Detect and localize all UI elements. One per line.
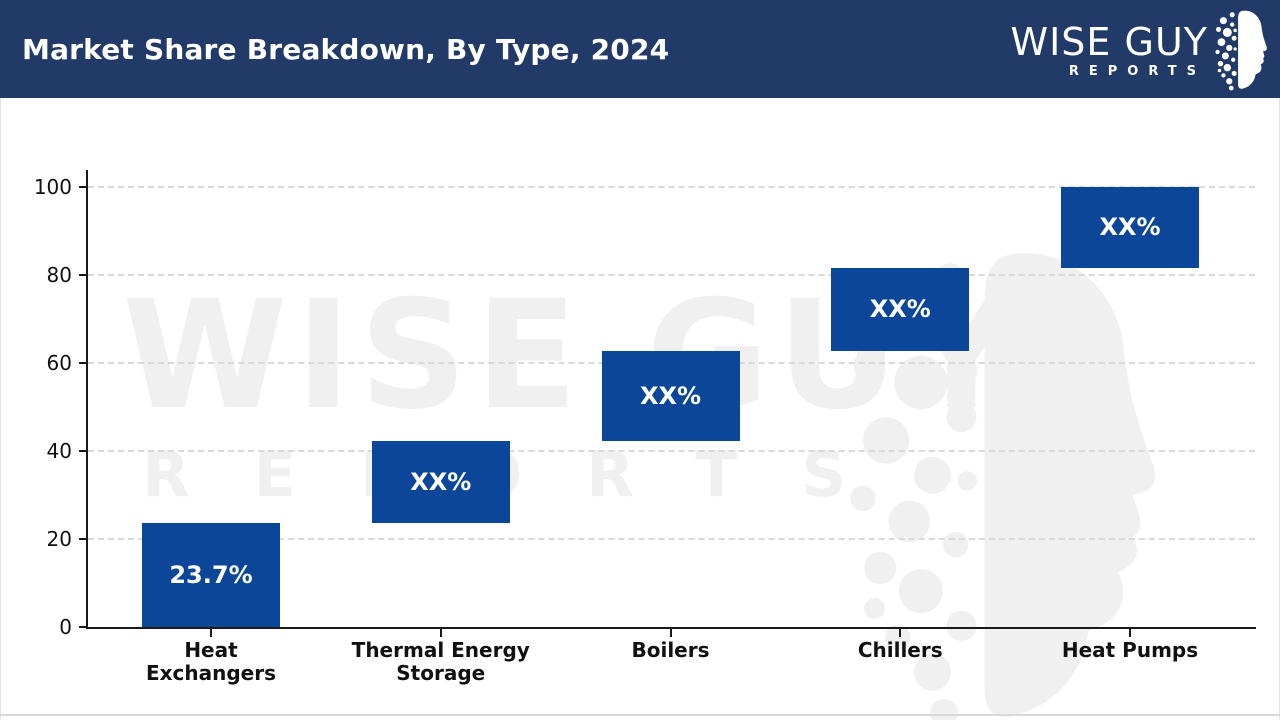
header: Market Share Breakdown, By Type, 2024 WI… bbox=[0, 0, 1280, 98]
gridline bbox=[88, 274, 1255, 276]
x-tick bbox=[669, 629, 672, 637]
bar-segment-thermal-energy-storage: XX% bbox=[371, 440, 510, 523]
category-label-heat-pumps: Heat Pumps bbox=[1061, 638, 1199, 662]
waterfall-chart: 0 20 40 60 80 100 23.7% Heat Exchangers XX% Therm… bbox=[0, 98, 1280, 720]
y-tick-label: 20 bbox=[46, 527, 72, 551]
gridline bbox=[88, 450, 1255, 452]
brand-logo-text: WISE GUY REPORTS bbox=[1011, 23, 1208, 79]
y-tick bbox=[79, 274, 88, 276]
y-tick-label: 0 bbox=[59, 615, 72, 639]
x-tick bbox=[439, 629, 442, 637]
bar-segment-heat-exchangers: 23.7% bbox=[142, 522, 280, 627]
x-tick bbox=[210, 629, 212, 637]
bar-value-label: XX% bbox=[410, 467, 472, 496]
category-label-heat-exchangers: Heat Exchangers bbox=[145, 638, 277, 685]
logo-subtext: REPORTS bbox=[1068, 64, 1206, 79]
category-label-boilers: Boilers bbox=[631, 638, 710, 662]
gridline bbox=[88, 186, 1255, 188]
y-tick bbox=[79, 538, 88, 540]
y-tick bbox=[79, 450, 88, 452]
left-border-line bbox=[0, 98, 1, 720]
y-tick-label: 100 bbox=[33, 175, 72, 199]
y-tick bbox=[79, 626, 88, 628]
logo-wordmark: WISE GUY bbox=[1010, 20, 1208, 64]
bar-value-label: XX% bbox=[639, 381, 702, 410]
category-label-thermal-energy-storage: Thermal Energy Storage bbox=[351, 638, 530, 685]
y-tick-label: 60 bbox=[46, 351, 72, 375]
bar-segment-boilers: XX% bbox=[601, 351, 740, 441]
y-tick bbox=[79, 362, 88, 364]
brand-logo: WISE GUY REPORTS bbox=[1011, 6, 1272, 92]
y-tick-label: 40 bbox=[46, 439, 72, 463]
bar-segment-heat-pumps: XX% bbox=[1061, 187, 1199, 268]
y-axis-line bbox=[86, 170, 88, 629]
gridline bbox=[88, 538, 1255, 540]
logo-face-icon bbox=[1215, 10, 1267, 91]
bar-value-label: XX% bbox=[1099, 213, 1161, 242]
x-tick bbox=[1129, 629, 1131, 637]
bottom-divider bbox=[0, 714, 1280, 716]
page-title: Market Share Breakdown, By Type, 2024 bbox=[22, 32, 670, 66]
category-label-chillers: Chillers bbox=[857, 638, 943, 662]
bar-value-label: XX% bbox=[869, 295, 931, 324]
y-tick bbox=[79, 186, 88, 188]
x-tick bbox=[899, 629, 902, 637]
x-axis-line bbox=[86, 627, 1256, 629]
bar-value-label: 23.7% bbox=[169, 560, 253, 589]
y-tick-label: 80 bbox=[46, 263, 72, 287]
chart-area: WISE GUY REPORTS 0 20 40 60 80 100 23.7% Heat E… bbox=[0, 98, 1280, 720]
bar-segment-chillers: XX% bbox=[831, 267, 970, 352]
